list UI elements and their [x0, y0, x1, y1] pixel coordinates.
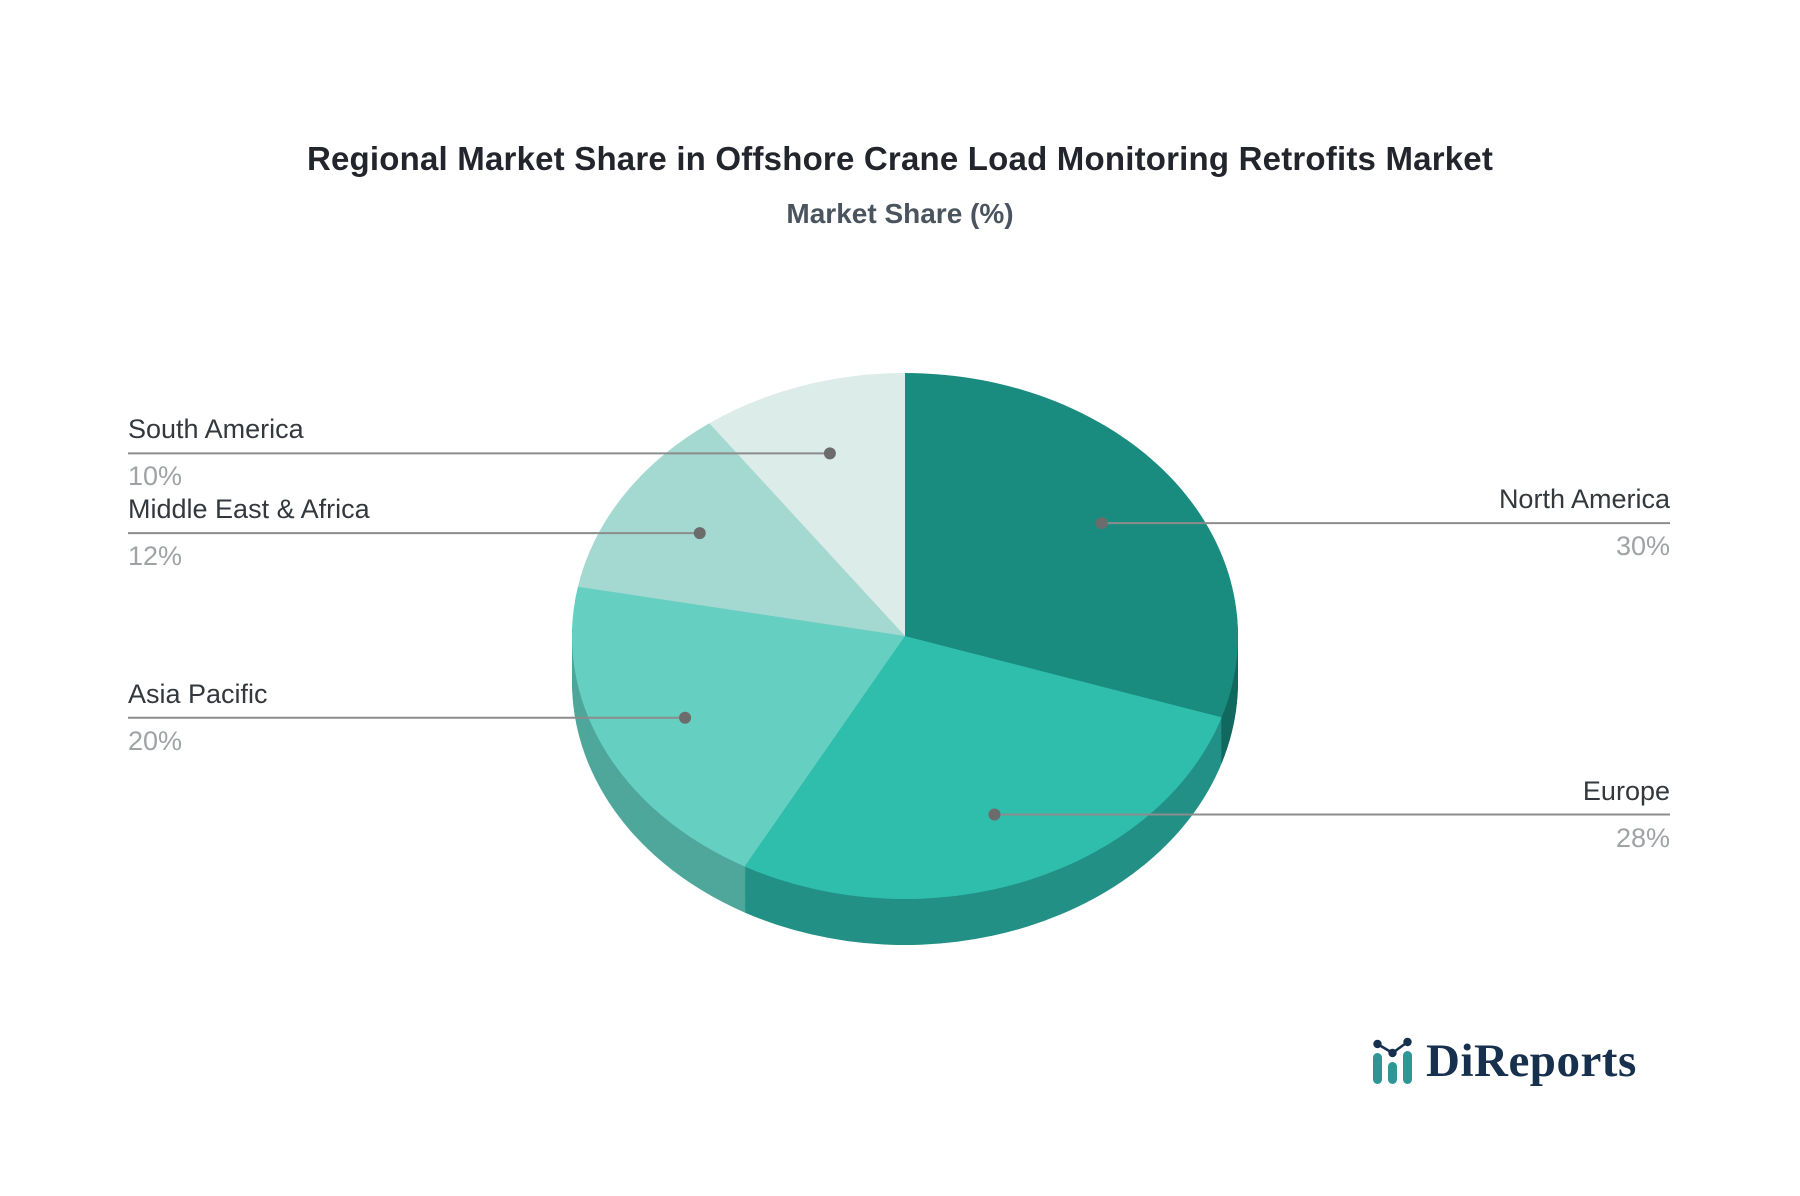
- pie-slice-middle-east-africa[interactable]: [577, 423, 905, 636]
- direports-logo: DiReports: [1372, 1036, 1637, 1086]
- leader-dot-asia-pacific: [679, 711, 692, 724]
- logo-text: DiReports: [1426, 1035, 1637, 1087]
- pie-value-north-america: 30%: [1615, 531, 1670, 562]
- pie-slice-north-america[interactable]: [905, 373, 1238, 718]
- bar-line-chart-icon: [1373, 1037, 1412, 1084]
- pie-slice-south-america[interactable]: [709, 373, 905, 636]
- pie-value-middle-east-africa: 12%: [128, 541, 183, 572]
- chart-subtitle: Market Share (%): [786, 198, 1014, 229]
- pie-value-asia-pacific: 20%: [128, 725, 183, 756]
- chart-title: Regional Market Share in Offshore Crane …: [306, 140, 1494, 177]
- leader-dot-middle-east-africa: [693, 527, 706, 540]
- leader-dot-south-america: [823, 447, 836, 460]
- pie-label-asia-pacific: Asia Pacific: [128, 678, 268, 709]
- leader-dot-europe: [988, 808, 1001, 821]
- leader-dot-north-america: [1095, 517, 1108, 530]
- pie-slice-asia-pacific[interactable]: [572, 586, 905, 867]
- pie-value-europe: 28%: [1615, 822, 1670, 853]
- pie-label-north-america: North America: [1498, 484, 1670, 515]
- pie-slice-europe[interactable]: [744, 636, 1222, 899]
- pie-value-south-america: 10%: [128, 461, 183, 492]
- pie-label-south-america: South America: [128, 414, 304, 445]
- pie-label-middle-east-africa: Middle East & Africa: [128, 494, 370, 525]
- pie-label-europe: Europe: [1582, 775, 1670, 806]
